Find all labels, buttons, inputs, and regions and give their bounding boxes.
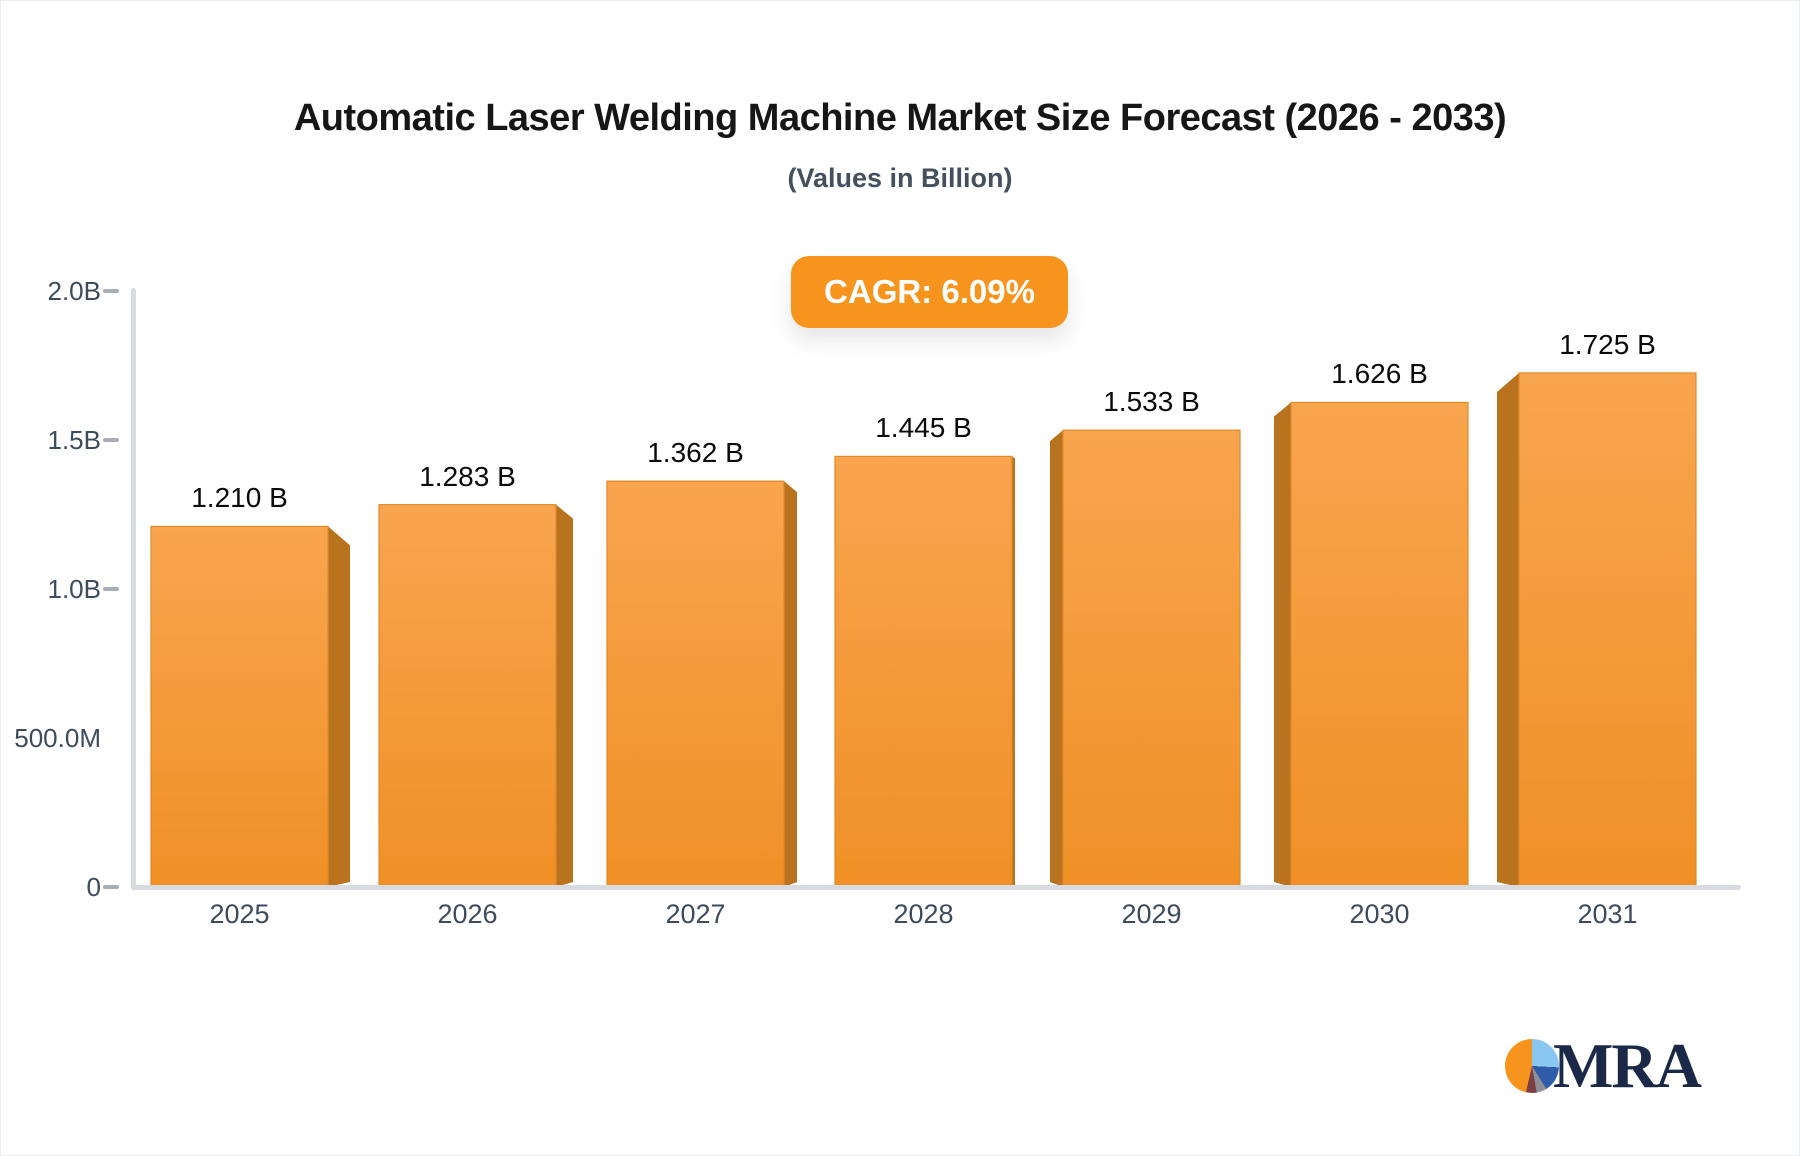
- x-tick-label: 2026: [437, 899, 498, 929]
- y-tick-dash: [103, 289, 119, 293]
- page-title: Automatic Laser Welding Machine Market S…: [293, 97, 1507, 139]
- x-axis-line: [131, 885, 1741, 890]
- bar-front-face: [378, 504, 557, 888]
- bar-front-face: [150, 525, 329, 888]
- y-tick-label: 2.0B: [47, 276, 102, 306]
- x-tick-label: 2031: [1577, 899, 1638, 929]
- y-tick-label: 1.0B: [47, 574, 102, 604]
- x-tick-label: 2030: [1349, 899, 1410, 929]
- bar-value-label: 1.210 B: [191, 482, 288, 514]
- bar-side-face: [328, 526, 350, 887]
- bar-front-face: [1062, 429, 1241, 888]
- y-tick-label: 500.0M: [14, 723, 101, 753]
- bar-side-face: [556, 504, 573, 887]
- bar-value-label: 1.725 B: [1559, 328, 1656, 360]
- bar-value-label: 1.533 B: [1103, 386, 1200, 418]
- bar-side-face: [1050, 430, 1063, 887]
- x-tick-label: 2028: [893, 899, 954, 929]
- bar-front-face: [1290, 401, 1469, 888]
- mra-logo: MRA: [1505, 1030, 1702, 1101]
- bar-front-face: [1518, 372, 1697, 888]
- y-tick-dash: [103, 587, 119, 591]
- bar-side-face: [1274, 402, 1291, 887]
- page-subtitle: (Values in Billion): [787, 163, 1013, 193]
- cagr-badge: CAGR: 6.09%: [791, 256, 1068, 328]
- bar-side-face: [784, 481, 797, 887]
- bar-front-face: [606, 480, 785, 888]
- logo-text: MRA: [1553, 1030, 1702, 1101]
- bar-value-label: 1.445 B: [875, 412, 972, 444]
- y-tick-label: 0: [86, 872, 101, 902]
- x-tick-label: 2029: [1121, 899, 1182, 929]
- y-tick-dash: [103, 438, 119, 442]
- x-tick-label: 2025: [209, 899, 270, 929]
- pie-chart-icon: [1505, 1039, 1559, 1093]
- bar-value-label: 1.283 B: [419, 460, 516, 492]
- bar-value-label: 1.626 B: [1331, 358, 1428, 390]
- bar-side-face: [1012, 456, 1015, 887]
- y-axis-line: [131, 288, 136, 889]
- y-tick-label: 1.5B: [47, 425, 102, 455]
- bar-front-face: [834, 455, 1013, 888]
- y-tick-dash: [103, 885, 119, 889]
- x-tick-label: 2027: [665, 899, 726, 929]
- bar-value-label: 1.362 B: [647, 437, 744, 469]
- bar-side-face: [1497, 372, 1519, 887]
